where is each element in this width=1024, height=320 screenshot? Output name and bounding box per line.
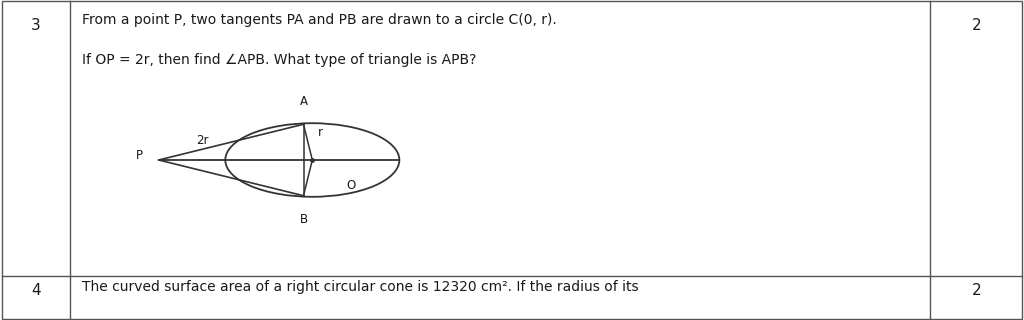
Text: A: A xyxy=(299,95,307,108)
Text: 2: 2 xyxy=(972,18,982,33)
Text: The curved surface area of a right circular cone is 12320 cm². If the radius of : The curved surface area of a right circu… xyxy=(82,280,639,294)
Text: 4: 4 xyxy=(31,283,41,298)
Text: 2r: 2r xyxy=(196,134,209,147)
Text: 2: 2 xyxy=(972,283,982,298)
Text: B: B xyxy=(299,213,307,226)
Text: If OP = 2r, then find ∠APB. What type of triangle is APB?: If OP = 2r, then find ∠APB. What type of… xyxy=(82,53,476,67)
Text: 3: 3 xyxy=(31,18,41,33)
Text: P: P xyxy=(136,149,143,162)
Text: r: r xyxy=(318,126,324,139)
Text: O: O xyxy=(347,179,356,192)
Text: From a point P, two tangents PA and PB are drawn to a circle C(0, r).: From a point P, two tangents PA and PB a… xyxy=(82,13,557,27)
